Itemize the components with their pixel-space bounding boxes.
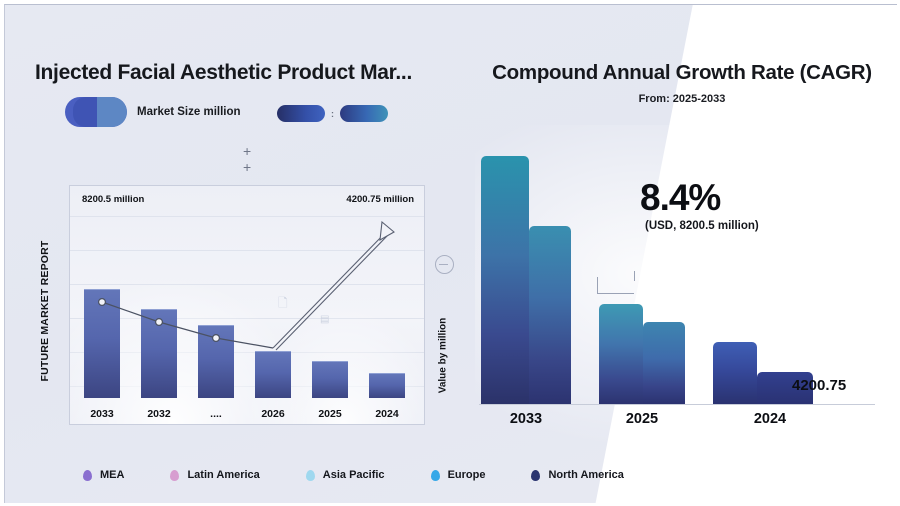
legend-item-north-america[interactable]: North America bbox=[531, 469, 624, 481]
rbar-2024-primary bbox=[713, 342, 757, 404]
bar-2033 bbox=[84, 289, 120, 398]
x-label-4: 2025 bbox=[318, 408, 342, 420]
market-size-legend: Market Size million bbox=[65, 97, 241, 127]
right-chart-subtitle: From: 2025-2033 bbox=[638, 93, 726, 105]
document-icon: 🗋 bbox=[278, 296, 288, 310]
right-chart-title: Compound Annual Growth Rate (CAGR) bbox=[492, 61, 872, 84]
region-legend: MEA Latin America Asia Pacific Europe No… bbox=[83, 469, 624, 481]
legend-label-mea: MEA bbox=[100, 469, 125, 481]
rbar-2025-primary bbox=[599, 304, 643, 404]
rbar-2033-secondary bbox=[529, 226, 571, 404]
legend-label-latin-america: Latin America bbox=[187, 469, 260, 481]
x-label-2: .... bbox=[210, 408, 222, 420]
legend-marker-europe bbox=[430, 469, 440, 481]
rx-label-2025: 2025 bbox=[625, 411, 659, 427]
legend-label-north-america: North America bbox=[548, 469, 624, 481]
legend-item-mea[interactable]: MEA bbox=[83, 469, 124, 481]
right-value-note: 4200.75 million bbox=[346, 194, 414, 205]
rbar-2033-primary bbox=[481, 156, 529, 404]
right-value-data-label: 4200.75 bbox=[792, 377, 847, 394]
bar-group-2024 bbox=[713, 342, 813, 404]
rbar-2024-secondary bbox=[757, 372, 813, 404]
legend-marker-asia-pacific bbox=[305, 469, 315, 481]
bar-group-2025 bbox=[599, 304, 685, 404]
plus-icon-2: + bbox=[243, 159, 252, 175]
gradient-pill-pair: : bbox=[277, 105, 388, 122]
legend-marker-mea bbox=[83, 469, 92, 481]
trend-line-overlay bbox=[98, 220, 395, 351]
bracket-decoration bbox=[597, 271, 635, 294]
bar-group-2033 bbox=[481, 156, 571, 404]
plus-icon-1: + bbox=[243, 143, 252, 159]
x-label-3: 2026 bbox=[261, 408, 285, 420]
gradient-pill-right bbox=[340, 105, 388, 122]
market-size-icon bbox=[65, 97, 127, 127]
left-y-axis-label: FUTURE MARKET REPORT bbox=[39, 240, 51, 382]
bar-2024 bbox=[369, 373, 405, 398]
legend-label-asia-pacific: Asia Pacific bbox=[322, 469, 385, 481]
baseline-axis bbox=[479, 404, 875, 405]
legend-item-asia-pacific[interactable]: Asia Pacific bbox=[305, 469, 385, 481]
bar-2025 bbox=[312, 361, 348, 398]
legend-label-europe: Europe bbox=[447, 469, 486, 481]
left-chart-x-labels: 2033 2032 .... 2026 2025 2024 bbox=[84, 408, 414, 420]
left-bar-line-chart: 8200.5 million 4200.75 million 🗋 ▤ bbox=[69, 185, 425, 425]
legend-item-latin-america[interactable]: Latin America bbox=[170, 469, 260, 481]
legend-marker-latin-america bbox=[170, 469, 180, 481]
plus-marks-decoration: + + bbox=[243, 143, 251, 175]
pill-separator: : bbox=[331, 108, 334, 119]
cagr-value: 8.4% bbox=[640, 177, 721, 218]
minus-circle-icon bbox=[435, 255, 454, 274]
x-label-1: 2032 bbox=[147, 408, 171, 420]
right-bar-chart: 2033 2025 2024 bbox=[475, 155, 875, 427]
chart-icon: ▤ bbox=[320, 314, 330, 325]
rx-label-2024: 2024 bbox=[753, 411, 787, 427]
left-value-note: 8200.5 million bbox=[82, 194, 145, 205]
legend-marker-north-america bbox=[531, 469, 541, 481]
left-chart-title: Injected Facial Aesthetic Product Mar... bbox=[35, 61, 413, 84]
value-axis-label: Value by million bbox=[437, 317, 449, 394]
rx-label-2033: 2033 bbox=[509, 411, 543, 427]
legend-item-europe[interactable]: Europe bbox=[430, 469, 486, 481]
main-panel: Injected Facial Aesthetic Product Mar...… bbox=[4, 4, 897, 503]
cagr-note: (USD, 8200.5 million) bbox=[645, 220, 759, 232]
market-size-legend-label: Market Size million bbox=[137, 106, 241, 118]
gradient-pill-left bbox=[277, 105, 325, 122]
x-label-0: 2033 bbox=[90, 408, 114, 420]
rbar-2025-secondary bbox=[643, 322, 685, 404]
bar-2026 bbox=[255, 351, 291, 398]
x-label-5: 2024 bbox=[375, 408, 399, 420]
